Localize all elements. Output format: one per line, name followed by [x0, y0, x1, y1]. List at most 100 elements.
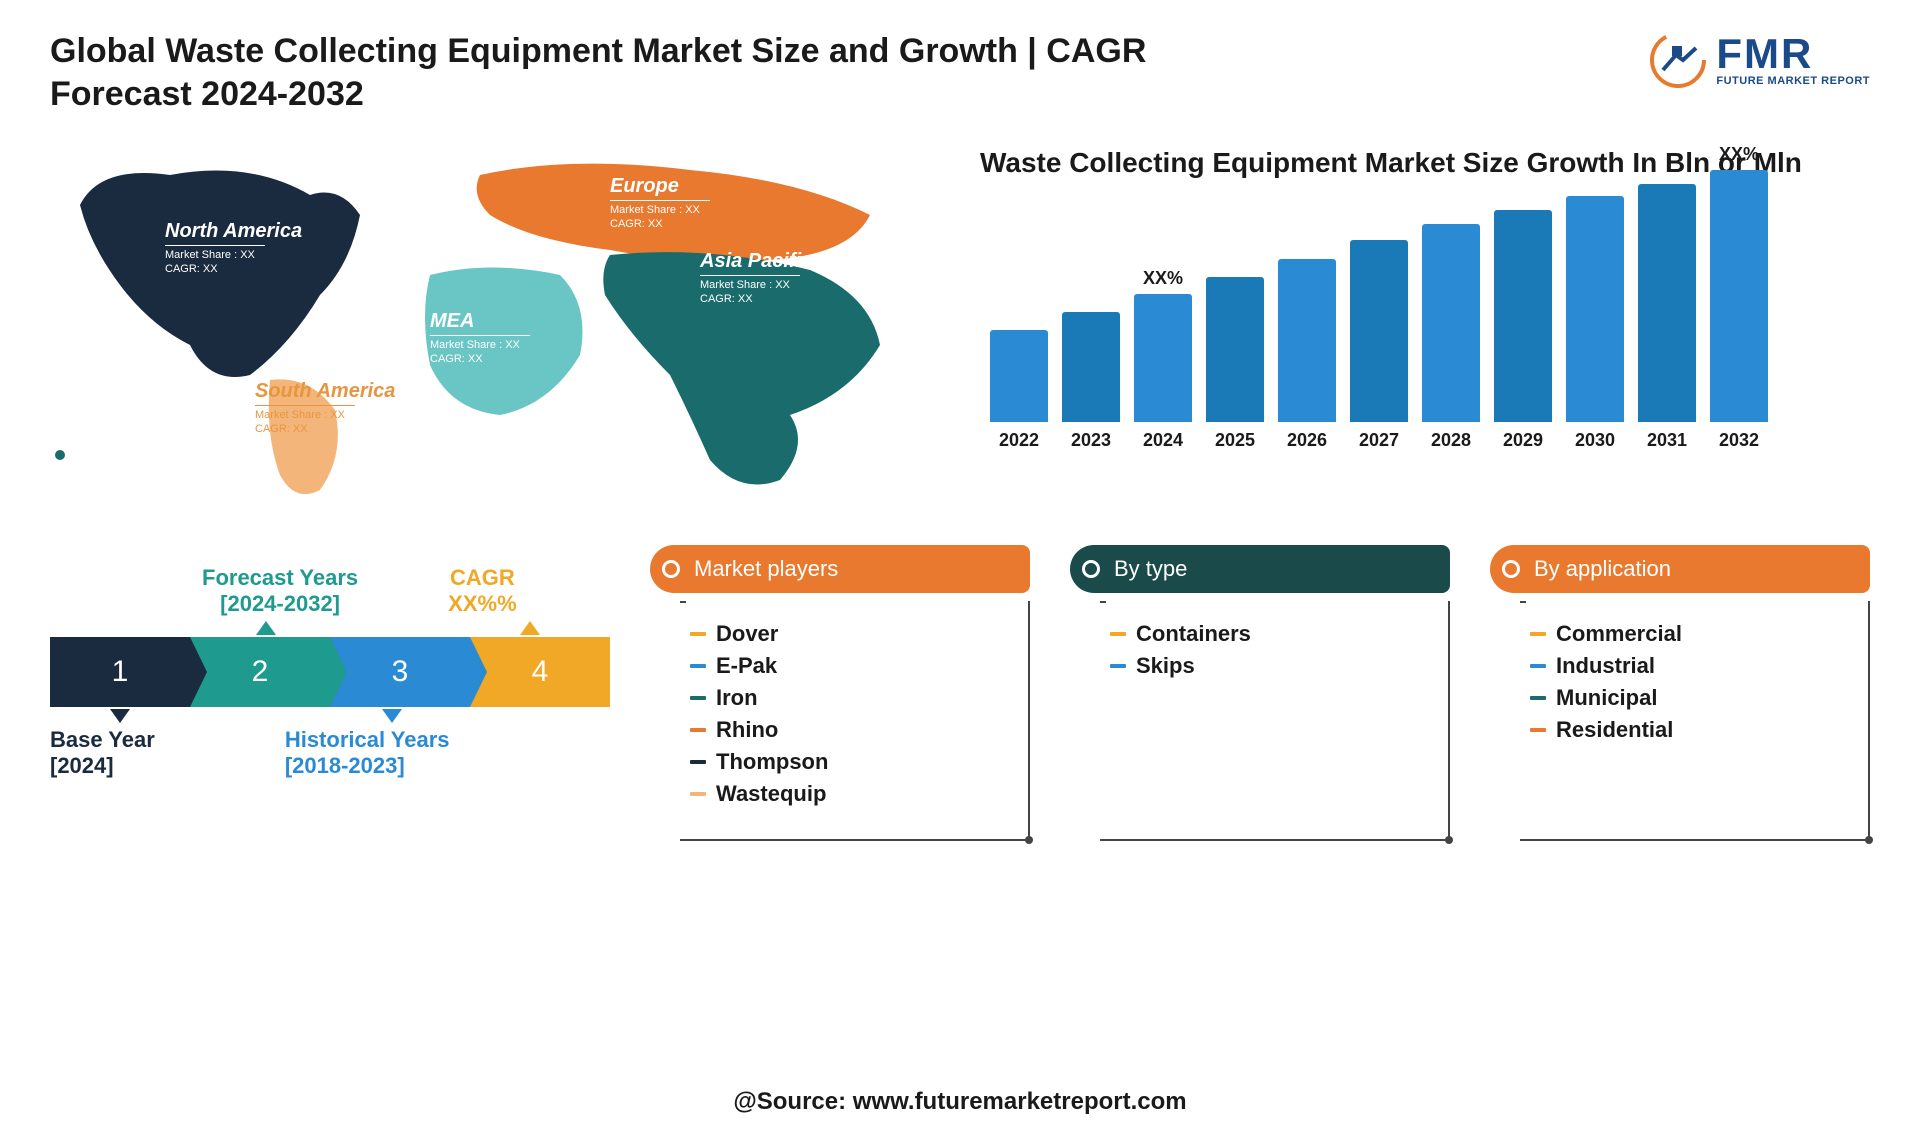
item-label: Industrial [1556, 653, 1655, 679]
category-item: Wastequip [690, 781, 1018, 807]
timeline-seg-3: 3 [330, 637, 470, 707]
category-frame: Containers Skips [1100, 601, 1450, 841]
bars: 202220232024XX%2025202620272028202920302… [980, 201, 1870, 451]
item-marker-icon [690, 664, 706, 668]
historical-years-label: Historical Years [2018-2023] [285, 727, 450, 779]
label-north-america: North America Market Share : XX CAGR: XX [165, 220, 302, 277]
item-marker-icon [690, 728, 706, 732]
bullet-icon [1082, 560, 1100, 578]
bar-column: 2024XX% [1134, 294, 1192, 451]
timeline-seg-4: 4 [470, 637, 610, 707]
bullet-icon [1502, 560, 1520, 578]
bar-column: 2030 [1566, 196, 1624, 451]
category-item: E-Pak [690, 653, 1018, 679]
label-south-america: South America Market Share : XX CAGR: XX [255, 380, 395, 437]
logo-text: FMR FUTURE MARKET REPORT [1716, 33, 1870, 87]
base-year-label: Base Year [2024] [50, 727, 155, 779]
bar-column: 2027 [1350, 240, 1408, 451]
bar [1422, 224, 1480, 422]
category-box: By type Containers Skips [1070, 545, 1450, 841]
bar-year-label: 2032 [1719, 430, 1759, 451]
item-label: Commercial [1556, 621, 1682, 647]
lower-section: Forecast Years [2024-2032] CAGR XX%% 1 2… [50, 545, 1870, 841]
category-title: By application [1534, 556, 1671, 582]
header-row: Global Waste Collecting Equipment Market… [50, 30, 1870, 115]
bar [1062, 312, 1120, 422]
item-label: E-Pak [716, 653, 777, 679]
category-header: Market players [650, 545, 1030, 593]
category-title: Market players [694, 556, 838, 582]
category-item: Rhino [690, 717, 1018, 743]
category-item: Commercial [1530, 621, 1858, 647]
bullet-icon [662, 560, 680, 578]
logo: FMR FUTURE MARKET REPORT [1648, 30, 1870, 90]
category-item: Thompson [690, 749, 1018, 775]
bar [1566, 196, 1624, 422]
bar-column: 2023 [1062, 312, 1120, 451]
bar [1134, 294, 1192, 422]
item-label: Wastequip [716, 781, 826, 807]
category-frame: DoverE-PakIronRhinoThompsonWastequip [680, 601, 1030, 841]
bar-annotation: XX% [1143, 268, 1183, 289]
bar [1638, 184, 1696, 422]
bar-year-label: 2024 [1143, 430, 1183, 451]
forecast-label: Forecast Years [2024-2032] [202, 565, 358, 617]
category-header: By type [1070, 545, 1450, 593]
category-item: Municipal [1530, 685, 1858, 711]
bar-year-label: 2026 [1287, 430, 1327, 451]
item-marker-icon [1530, 664, 1546, 668]
bar-year-label: 2025 [1215, 430, 1255, 451]
bar-year-label: 2022 [999, 430, 1039, 451]
logo-sub: FUTURE MARKET REPORT [1716, 75, 1870, 87]
category-item: Residential [1530, 717, 1858, 743]
bar [1206, 277, 1264, 422]
category-boxes: Market playersDoverE-PakIronRhinoThompso… [650, 545, 1870, 841]
timeline: Forecast Years [2024-2032] CAGR XX%% 1 2… [50, 545, 610, 779]
item-label: Thompson [716, 749, 828, 775]
label-asia-pacific: Asia Pacific Market Share : XX CAGR: XX [700, 250, 812, 307]
item-marker-icon [690, 792, 706, 796]
bar-year-label: 2028 [1431, 430, 1471, 451]
item-marker-icon [1530, 696, 1546, 700]
bars-wrap: 202220232024XX%2025202620272028202920302… [980, 201, 1870, 481]
item-marker-icon [1530, 632, 1546, 636]
source-attribution: @Source: www.futuremarketreport.com [733, 1088, 1186, 1116]
bar [1494, 210, 1552, 422]
item-marker-icon [1110, 664, 1126, 668]
arrow-down-icon [110, 709, 130, 723]
nz-dot [55, 450, 65, 460]
bar-column: 2025 [1206, 277, 1264, 451]
arrow-up-icon [256, 621, 276, 635]
logo-fmr: FMR [1716, 33, 1870, 75]
item-label: Rhino [716, 717, 778, 743]
bar [1278, 259, 1336, 422]
item-label: Municipal [1556, 685, 1657, 711]
item-label: Skips [1136, 653, 1195, 679]
bar-column: 2026 [1278, 259, 1336, 451]
bar [990, 330, 1048, 422]
bar-column: 2028 [1422, 224, 1480, 451]
world-map: North America Market Share : XX CAGR: XX… [50, 145, 940, 505]
category-header: By application [1490, 545, 1870, 593]
category-item: Containers [1110, 621, 1438, 647]
bar-column: 2022 [990, 330, 1048, 451]
item-marker-icon [1110, 632, 1126, 636]
bar [1710, 170, 1768, 422]
page-title: Global Waste Collecting Equipment Market… [50, 30, 1250, 115]
bar [1350, 240, 1408, 422]
item-marker-icon [690, 696, 706, 700]
category-item: Industrial [1530, 653, 1858, 679]
category-item: Dover [690, 621, 1018, 647]
fmr-logo-icon [1648, 30, 1708, 90]
item-label: Containers [1136, 621, 1251, 647]
bar-year-label: 2023 [1071, 430, 1111, 451]
bar-column: 2031 [1638, 184, 1696, 451]
label-europe: Europe Market Share : XX CAGR: XX [610, 175, 710, 232]
bar-column: 2032XX% [1710, 170, 1768, 451]
bar-annotation: XX% [1719, 144, 1759, 165]
bar-column: 2029 [1494, 210, 1552, 451]
timeline-seg-1: 1 [50, 637, 190, 707]
item-marker-icon [690, 760, 706, 764]
bar-chart: Waste Collecting Equipment Market Size G… [980, 145, 1870, 505]
bar-year-label: 2027 [1359, 430, 1399, 451]
